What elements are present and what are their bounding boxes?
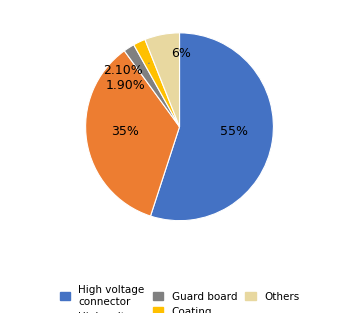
- Wedge shape: [145, 33, 180, 127]
- Wedge shape: [124, 45, 180, 127]
- Text: 1.90%: 1.90%: [105, 79, 145, 92]
- Wedge shape: [151, 33, 274, 221]
- Legend: High voltage
connector, High voltage
cable, Guard board, Coating, Others: High voltage connector, High voltage cab…: [55, 281, 304, 313]
- Text: 6%: 6%: [171, 47, 191, 60]
- Text: 55%: 55%: [220, 125, 248, 138]
- Wedge shape: [134, 39, 180, 127]
- Text: 35%: 35%: [111, 125, 139, 138]
- Text: 2.10%: 2.10%: [103, 63, 149, 77]
- Wedge shape: [86, 51, 180, 216]
